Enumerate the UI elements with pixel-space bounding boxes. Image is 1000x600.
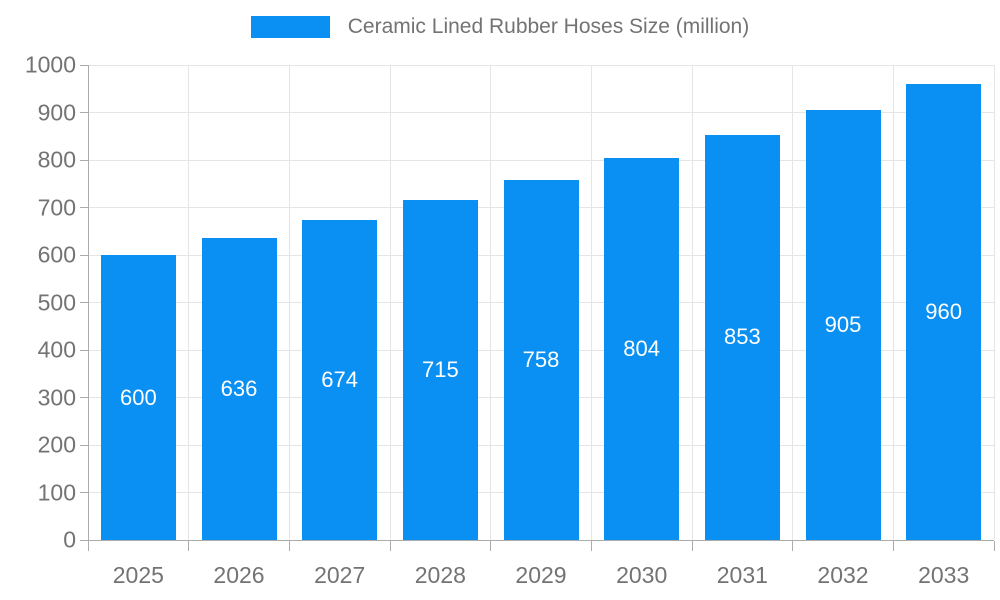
y-axis-tick: [80, 539, 88, 541]
x-axis-tick: [389, 541, 391, 551]
bar-2027[interactable]: 674: [302, 219, 378, 540]
y-axis-label: 700: [37, 194, 76, 220]
bar-2033[interactable]: 960: [906, 84, 982, 540]
bar-value-label: 636: [220, 375, 258, 401]
y-axis-label: 200: [37, 431, 76, 458]
y-axis-label: 0: [63, 526, 76, 553]
bar-2025[interactable]: 600: [100, 255, 176, 540]
bar-2026[interactable]: 636: [201, 237, 277, 540]
y-axis-tick: [80, 207, 88, 208]
x-axis-tick: [188, 541, 190, 551]
x-axis-label: 2032: [817, 562, 869, 588]
x-axis-tick: [288, 541, 290, 551]
bar-2029[interactable]: 758: [503, 179, 579, 540]
x-axis-line: [88, 540, 994, 541]
y-axis-tick: [80, 254, 88, 256]
x-axis-tick: [490, 541, 492, 551]
y-axis-label: 400: [37, 336, 76, 363]
x-gridline: [389, 65, 391, 540]
y-axis-tick: [80, 349, 88, 351]
bar-value-label: 715: [421, 357, 459, 383]
x-axis-tick: [792, 541, 794, 551]
y-axis-line: [87, 65, 89, 551]
legend-color-swatch[interactable]: [250, 16, 330, 38]
x-gridline: [993, 65, 995, 540]
bar-value-label: 853: [723, 324, 761, 350]
y-axis-label: 600: [37, 241, 76, 268]
y-axis-label: 800: [37, 146, 76, 173]
y-axis-tick: [80, 112, 88, 113]
bar-value-label: 600: [119, 384, 157, 410]
y-axis-tick: [80, 444, 88, 446]
x-axis-label: 2026: [213, 562, 265, 588]
bar-value-label: 905: [824, 312, 862, 338]
x-axis-label: 2028: [414, 562, 466, 588]
x-axis-label: 2029: [515, 562, 567, 588]
x-gridline: [490, 65, 492, 540]
x-axis-label: 2031: [716, 562, 768, 588]
x-gridline: [691, 65, 693, 540]
x-axis-label: 2030: [616, 562, 668, 588]
x-axis-label: 2025: [112, 562, 164, 588]
x-gridline: [792, 65, 794, 540]
bar-value-label: 804: [623, 336, 661, 362]
bar-value-label: 960: [925, 299, 963, 324]
x-axis-tick: [892, 541, 894, 551]
bar-value-label: 674: [321, 366, 359, 392]
x-axis-tick: [993, 541, 995, 551]
y-gridline: [88, 159, 994, 161]
y-axis-label: 500: [37, 289, 76, 315]
y-axis-label: 300: [37, 384, 76, 410]
y-axis-tick: [80, 64, 88, 66]
bar-2032[interactable]: 905: [805, 110, 881, 540]
legend: Ceramic Lined Rubber Hoses Size (million…: [0, 14, 1000, 40]
x-axis-tick: [691, 541, 693, 551]
bar-2031[interactable]: 853: [704, 134, 780, 540]
y-gridline: [88, 64, 994, 66]
legend-label[interactable]: Ceramic Lined Rubber Hoses Size (million…: [347, 15, 750, 38]
bar-2028[interactable]: 715: [402, 200, 478, 540]
y-axis-tick: [80, 397, 88, 398]
bar-value-label: 758: [522, 346, 560, 372]
y-axis-tick: [80, 159, 88, 161]
x-gridline: [590, 65, 592, 540]
y-axis-tick: [80, 492, 88, 493]
x-gridline: [288, 65, 290, 540]
y-axis-label: 100: [37, 479, 76, 505]
y-axis-tick: [80, 302, 88, 303]
bar-2030[interactable]: 804: [604, 158, 680, 540]
y-axis-label: 900: [37, 99, 76, 125]
y-gridline: [88, 112, 994, 113]
x-axis-tick: [590, 541, 592, 551]
y-axis-label: 1000: [24, 51, 76, 78]
x-gridline: [188, 65, 190, 540]
x-gridline: [892, 65, 894, 540]
x-axis-label: 2027: [314, 562, 366, 588]
x-axis-label: 2033: [918, 562, 970, 588]
